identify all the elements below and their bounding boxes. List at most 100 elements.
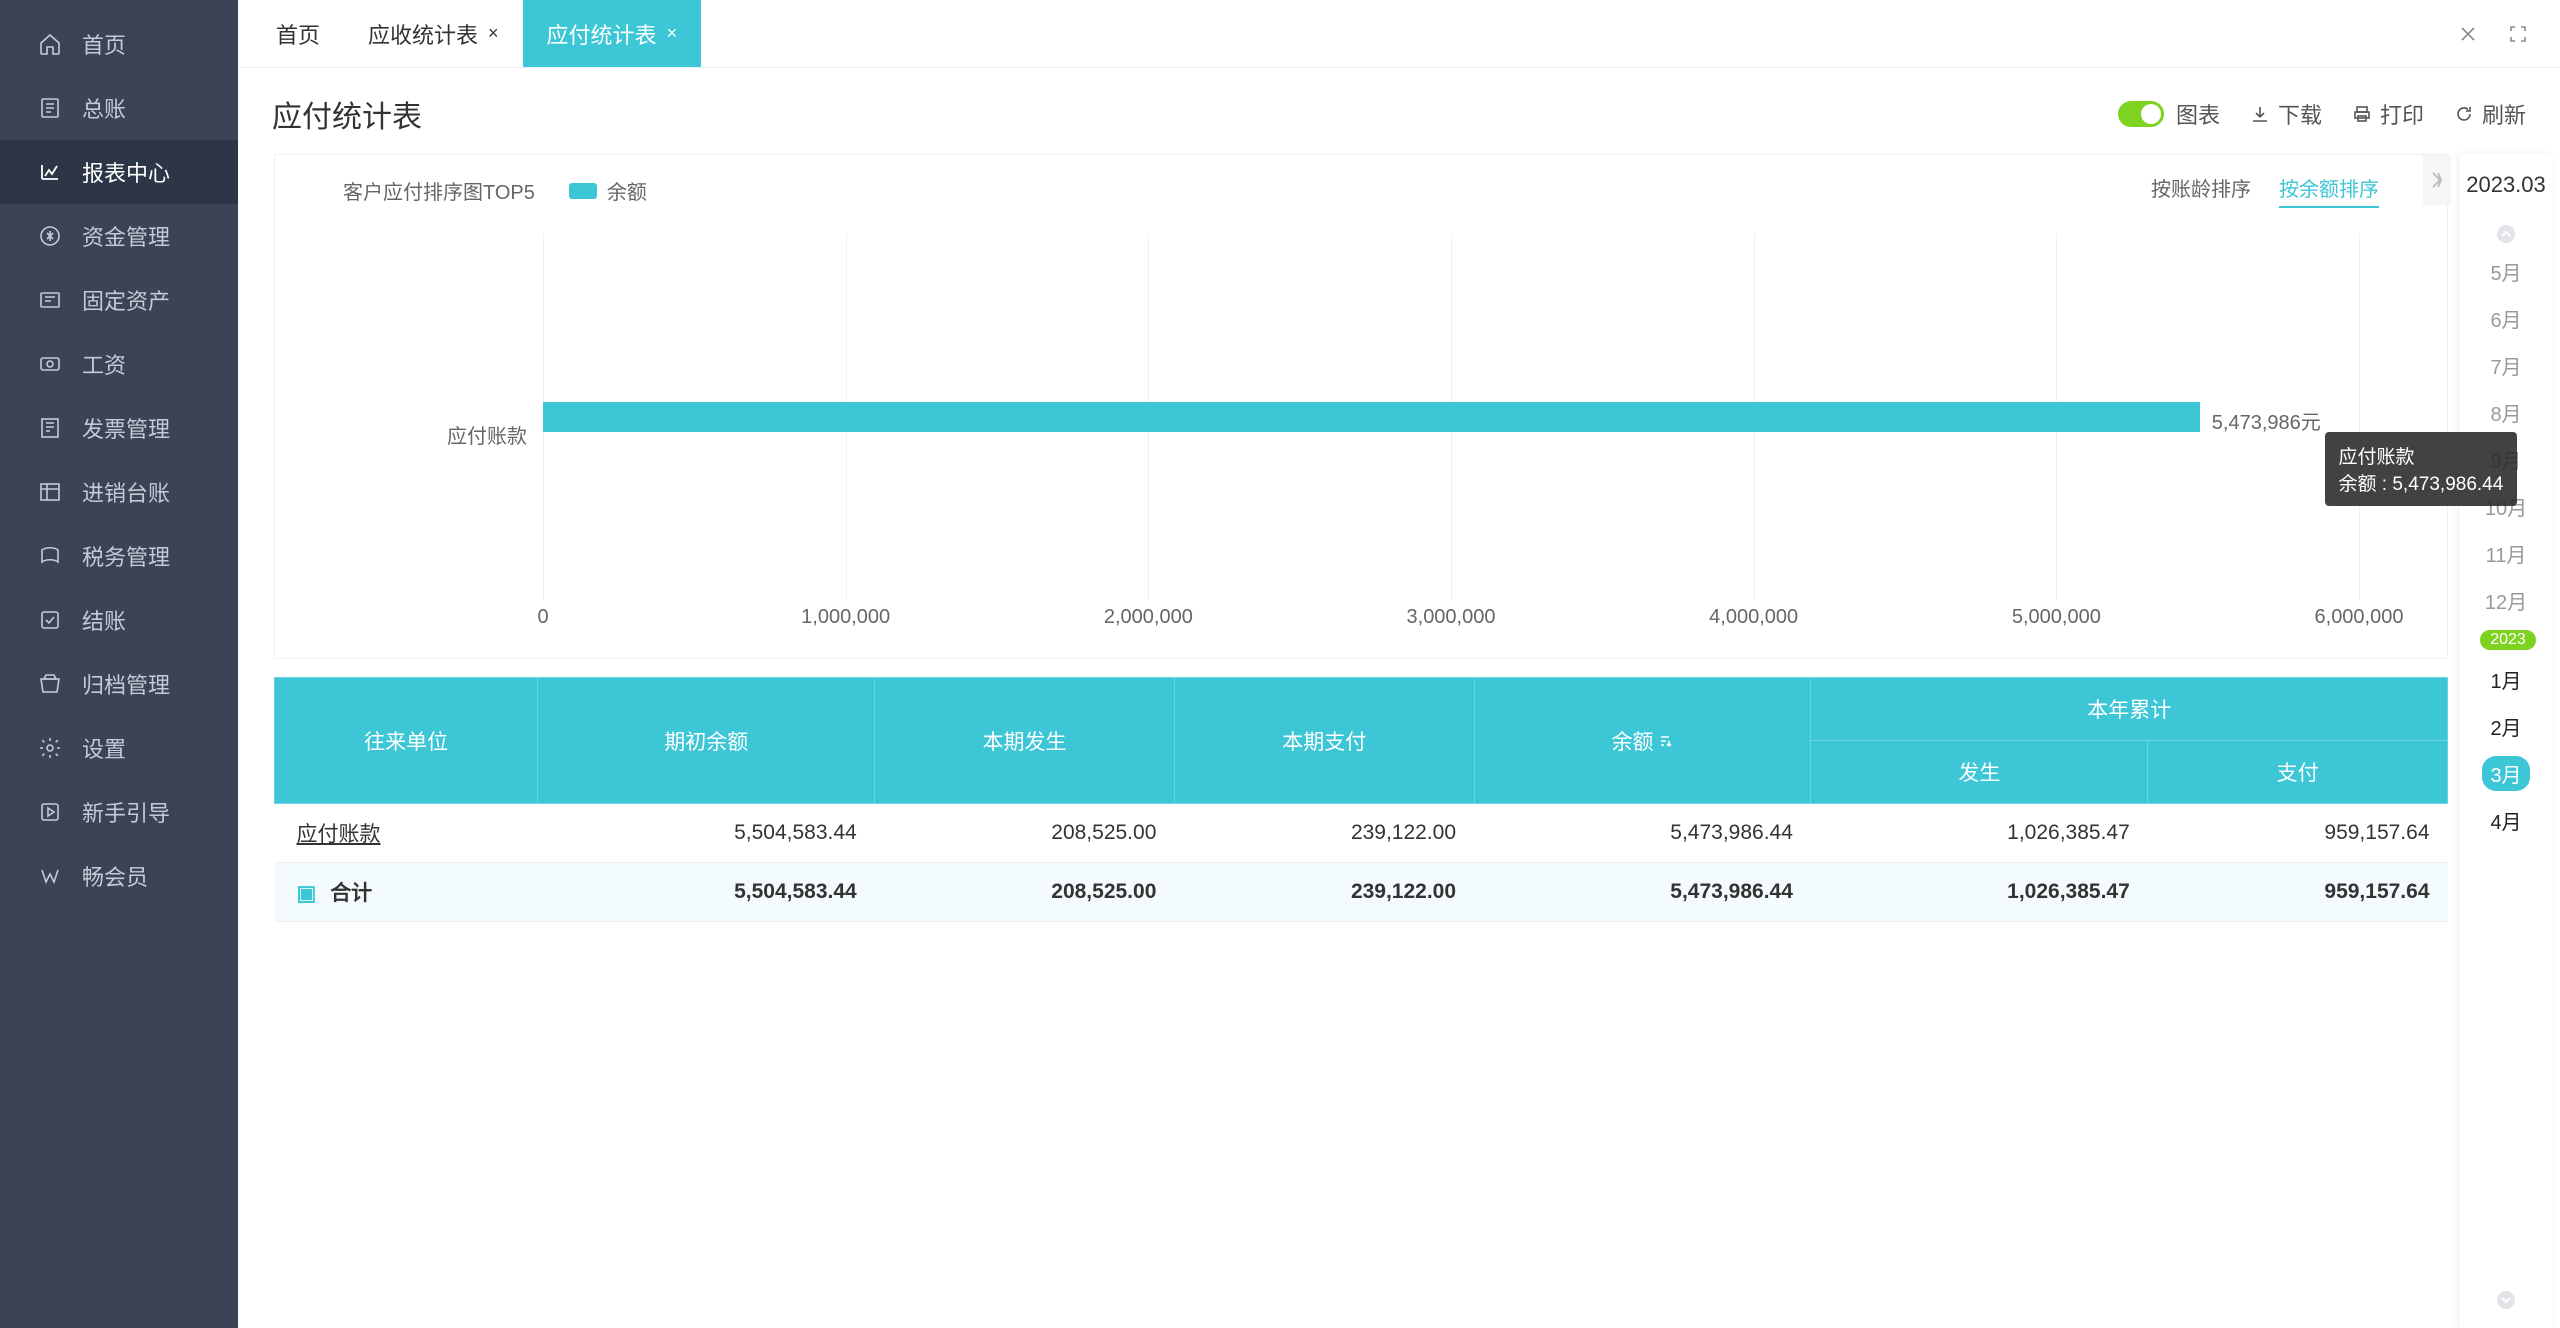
- invoice-icon: [36, 414, 64, 442]
- sidebar-item-home[interactable]: 首页: [0, 12, 238, 76]
- chart-toggle-label: 图表: [2176, 98, 2220, 130]
- timeline-current-date: 2023.03: [2466, 162, 2546, 214]
- timeline-up-icon[interactable]: [2460, 214, 2552, 254]
- cell-opening: 5,504,583.44: [538, 804, 875, 863]
- sidebar-item-reports[interactable]: 报表中心: [0, 140, 238, 204]
- total-opening: 5,504,583.44: [538, 863, 875, 922]
- sidebar-item-invoice[interactable]: 发票管理: [0, 396, 238, 460]
- cell-balance: 5,473,986.44: [1474, 804, 1811, 863]
- close-all-tabs-icon[interactable]: [2452, 18, 2484, 50]
- sidebar-item-guide[interactable]: 新手引导: [0, 780, 238, 844]
- download-button[interactable]: 下载: [2250, 98, 2322, 130]
- timeline-month[interactable]: 11月: [2478, 536, 2535, 571]
- cell-ytd-paid: 959,157.64: [2148, 804, 2448, 863]
- close-period-icon: [36, 606, 64, 634]
- chart-legend: 余额: [569, 176, 647, 205]
- total-ytd-occurred: 1,026,385.47: [1811, 863, 2148, 922]
- legend-swatch: [569, 183, 597, 199]
- chart-plot: 01,000,0002,000,0003,000,0004,000,0005,0…: [543, 234, 2419, 634]
- chart-icon: [36, 158, 64, 186]
- chart-y-category: 应付账款: [447, 420, 527, 449]
- timeline-month[interactable]: 12月: [2477, 583, 2535, 618]
- funds-icon: [36, 222, 64, 250]
- timeline-month[interactable]: 3月: [2482, 756, 2529, 791]
- th-opening[interactable]: 期初余额: [538, 678, 875, 804]
- sidebar-item-assets[interactable]: 固定资产: [0, 268, 238, 332]
- cell-occurred: 208,525.00: [875, 804, 1175, 863]
- sidebar-item-label: 畅会员: [82, 860, 148, 892]
- sidebar-item-member[interactable]: 畅会员: [0, 844, 238, 908]
- sort-desc-icon: [1657, 733, 1673, 749]
- cell-ytd-occurred: 1,026,385.47: [1811, 804, 2148, 863]
- salary-icon: [36, 350, 64, 378]
- member-icon: [36, 862, 64, 890]
- sort-by-balance[interactable]: 按余额排序: [2279, 173, 2379, 208]
- close-icon[interactable]: ×: [667, 23, 678, 44]
- chart-bar[interactable]: [543, 402, 2200, 432]
- chart-body: 应付账款 01,000,0002,000,0003,000,0004,000,0…: [303, 234, 2419, 634]
- tooltip-line1: 应付账款: [2339, 442, 2504, 469]
- sidebar-item-label: 发票管理: [82, 412, 170, 444]
- chart-x-tick: 1,000,000: [801, 606, 890, 629]
- main: 首页 应收统计表 × 应付统计表 × 应付统计表: [238, 0, 2560, 1328]
- chart-tooltip: 应付账款余额 : 5,473,986.44: [2325, 432, 2518, 506]
- ledger-icon: [36, 94, 64, 122]
- th-ytd-occurred[interactable]: 发生: [1811, 741, 2148, 804]
- sidebar-item-tax[interactable]: 税务管理: [0, 524, 238, 588]
- tab-payable[interactable]: 应付统计表 ×: [523, 0, 702, 67]
- chart-toggle[interactable]: [2118, 101, 2164, 127]
- refresh-icon: [2454, 104, 2474, 124]
- print-icon: [2352, 104, 2372, 124]
- sidebar-item-label: 归档管理: [82, 668, 170, 700]
- topbar-icons: [2452, 18, 2546, 50]
- tooltip-line2: 余额 : 5,473,986.44: [2339, 469, 2504, 496]
- timeline-month[interactable]: 1月: [2482, 662, 2529, 697]
- tab-label: 首页: [276, 18, 320, 50]
- chart-x-tick: 4,000,000: [1709, 606, 1798, 629]
- th-balance[interactable]: 余额: [1474, 678, 1811, 804]
- sum-icon: ▣: [297, 882, 317, 905]
- chart-gridline: [2359, 234, 2360, 600]
- tab-home[interactable]: 首页: [252, 0, 344, 67]
- sidebar-item-label: 工资: [82, 348, 126, 380]
- row-unit-link[interactable]: 应付账款: [297, 823, 381, 846]
- timeline-month[interactable]: 5月: [2482, 254, 2529, 289]
- cell-paid: 239,122.00: [1174, 804, 1474, 863]
- chart-x-tick: 6,000,000: [2315, 606, 2404, 629]
- sidebar-item-salary[interactable]: 工资: [0, 332, 238, 396]
- timeline-down-icon[interactable]: [2460, 1280, 2552, 1320]
- sidebar-item-archive[interactable]: 归档管理: [0, 652, 238, 716]
- tab-receivable[interactable]: 应收统计表 ×: [344, 0, 523, 67]
- sort-tabs: 按账龄排序 按余额排序: [2151, 173, 2379, 208]
- close-icon[interactable]: ×: [488, 23, 499, 44]
- th-unit[interactable]: 往来单位: [275, 678, 538, 804]
- th-ytd-group: 本年累计: [1811, 678, 2448, 741]
- fullscreen-icon[interactable]: [2502, 18, 2534, 50]
- sort-by-age[interactable]: 按账龄排序: [2151, 173, 2251, 208]
- chart-bar-value-label: 5,473,986元: [2212, 406, 2321, 435]
- chart-next-chevron-icon[interactable]: [2423, 155, 2451, 205]
- timeline-month[interactable]: 2月: [2482, 709, 2529, 744]
- th-paid[interactable]: 本期支付: [1174, 678, 1474, 804]
- sidebar-item-label: 首页: [82, 28, 126, 60]
- sidebar-item-label: 结账: [82, 604, 126, 636]
- print-button[interactable]: 打印: [2352, 98, 2424, 130]
- sidebar-item-label: 新手引导: [82, 796, 170, 828]
- timeline-month[interactable]: 7月: [2482, 348, 2529, 383]
- sidebar-item-stock[interactable]: 进销台账: [0, 460, 238, 524]
- timeline-month[interactable]: 8月: [2482, 395, 2529, 430]
- total-label: 合计: [330, 882, 372, 905]
- th-occurred[interactable]: 本期发生: [875, 678, 1175, 804]
- timeline-month[interactable]: 6月: [2482, 301, 2529, 336]
- th-ytd-paid[interactable]: 支付: [2148, 741, 2448, 804]
- sidebar-item-ledger[interactable]: 总账: [0, 76, 238, 140]
- total-occurred: 208,525.00: [875, 863, 1175, 922]
- sidebar-item-settings[interactable]: 设置: [0, 716, 238, 780]
- refresh-button[interactable]: 刷新: [2454, 98, 2526, 130]
- table-row: 应付账款 5,504,583.44 208,525.00 239,122.00 …: [275, 804, 2448, 863]
- sidebar-item-close-period[interactable]: 结账: [0, 588, 238, 652]
- chart-x-tick: 3,000,000: [1407, 606, 1496, 629]
- timeline-month[interactable]: 4月: [2482, 803, 2529, 838]
- asset-icon: [36, 286, 64, 314]
- sidebar-item-funds[interactable]: 资金管理: [0, 204, 238, 268]
